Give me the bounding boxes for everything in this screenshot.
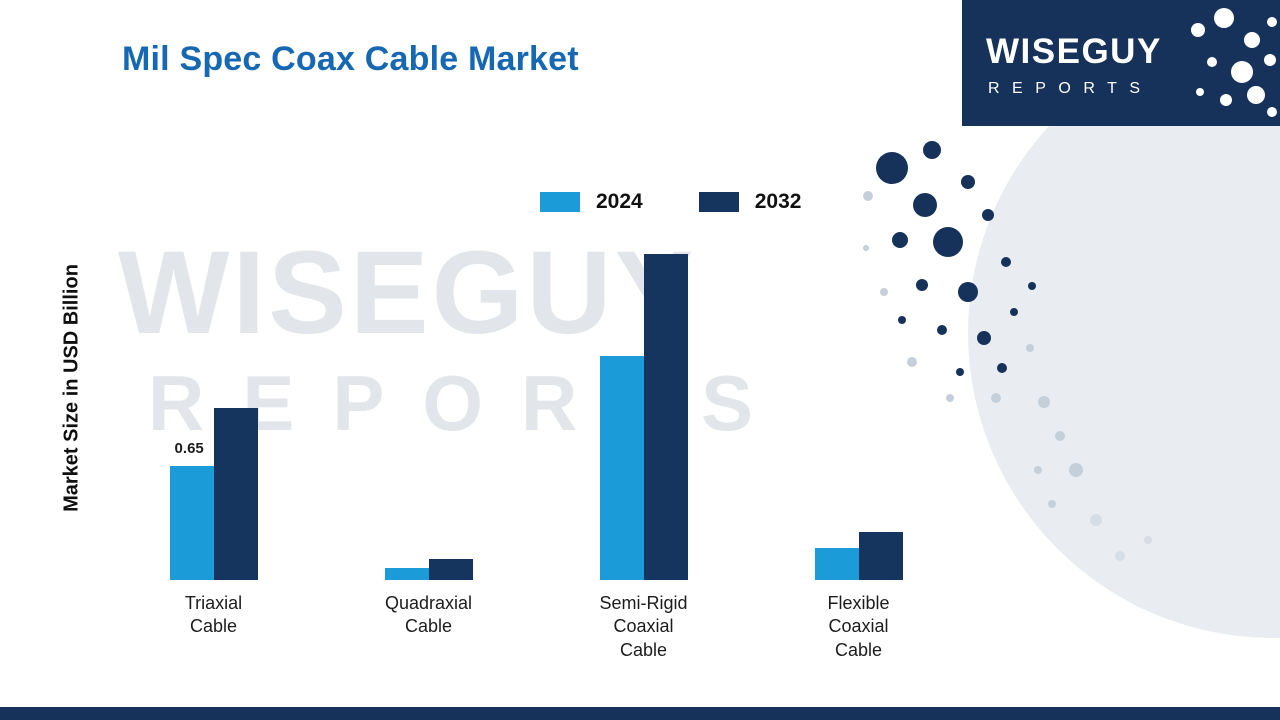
bar-pair (384, 228, 473, 580)
category-label: Flexible Coaxial Cable (827, 593, 890, 660)
legend: 2024 2032 (540, 190, 801, 214)
bar-pair (814, 228, 903, 580)
legend-swatch (540, 192, 580, 212)
bar-2024 (599, 356, 644, 580)
category-label: Semi-Rigid Coaxial Cable (599, 593, 688, 660)
bar-2032 (643, 254, 688, 580)
bottom-accent-bar (0, 707, 1280, 720)
legend-item-2024: 2024 (540, 190, 643, 214)
bar-2032 (213, 408, 258, 580)
bar-2024 (814, 548, 859, 580)
bar-2024 (384, 568, 429, 580)
bar-pair (599, 228, 688, 580)
category-label: Quadraxial Cable (384, 593, 473, 637)
bar-2024: 0.65 (169, 440, 214, 580)
legend-swatch (698, 192, 739, 212)
bar-2032 (428, 559, 473, 580)
bar-value-label: 0.65 (174, 440, 204, 457)
category-label: Triaxial Cable (184, 593, 243, 637)
page-title: Mil Spec Coax Cable Market (122, 40, 579, 78)
watermark-line1: WISEGUY (118, 227, 697, 359)
legend-item-2032: 2032 (698, 190, 802, 214)
bar-pair: 0.65 (169, 228, 258, 580)
logo-block: WISEGUY REPORTS (962, 0, 1280, 126)
legend-label: 2024 (596, 190, 643, 213)
legend-label: 2032 (754, 190, 802, 213)
bar-group: 0.65 Triaxial Cable (106, 228, 321, 662)
bar-group: Quadraxial Cable (321, 228, 536, 662)
bar-2032 (858, 532, 903, 580)
logo-subtitle: REPORTS (988, 80, 1153, 97)
y-axis-label: Market Size in USD Billion (60, 264, 83, 512)
bar-group: Semi-Rigid Coaxial Cable (536, 228, 751, 662)
plot-area: 0.65 Triaxial Cable Quadraxial Cable Semi-Rig… (106, 228, 966, 662)
bar-group: Flexible Coaxial Cable (751, 228, 966, 662)
logo-wordmark: WISEGUY (986, 32, 1162, 71)
